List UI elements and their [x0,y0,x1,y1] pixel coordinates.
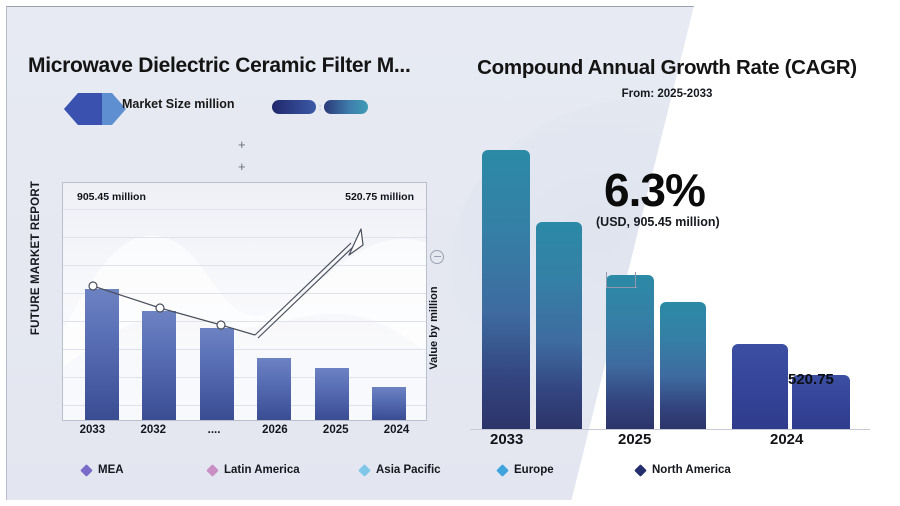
right-bar-2025-a [606,275,654,430]
legend-pill-primary [272,100,316,114]
bar-2026 [257,358,292,420]
cagr-value: 6.3% [604,164,706,216]
cagr-subtitle: From: 2025-2033 [621,88,713,100]
legend-label-latin-america: Latin America [224,464,300,476]
legend-marker-mea [80,463,93,477]
x-tick-2032: 2032 [140,424,167,436]
bar-mid [199,328,234,420]
annotation-low-value: 520.75 million [345,191,414,203]
right-bar-2025-b [660,302,706,430]
market-size-hexagon-icon [62,92,128,126]
bar-2032 [142,311,177,420]
legend-pill-secondary [324,100,369,114]
plus-icon-1: + [238,137,246,152]
legend-label-north-america: North America [652,464,731,476]
legend-marker-latin-america [206,463,219,477]
cagr-title: Compound Annual Growth Rate (CAGR) [477,56,857,79]
x-tick-2025: 2025 [322,424,349,436]
legend-label-asia-pacific: Asia Pacific [376,464,441,476]
right-x-tick-2024: 2024 [770,431,804,448]
legend-label-mea: MEA [98,464,124,476]
bar-2025 [314,368,349,420]
right-bar-chart [470,150,870,430]
legend-item-europe[interactable]: Europe [496,463,636,477]
legend-marker-europe [496,463,509,477]
market-size-legend-label: Market Size million [122,97,235,111]
plus-marks-group: + + [238,138,246,173]
left-chart-y-axis-label: FUTURE MARKET REPORT [30,180,42,336]
right-x-tick-2033: 2033 [490,431,524,448]
annotation-high-value: 905.45 million [77,191,146,203]
bracket-decoration [606,272,637,289]
right-x-tick-2025: 2025 [618,431,652,448]
left-chart-x-axis: 2033 2032 .... 2026 2025 2024 [62,424,427,436]
cagr-note: (USD, 905.45 million) [596,215,720,229]
legend-marker-asia-pacific [358,463,371,477]
trend-line-and-arrow [88,228,364,339]
region-legend: MEA Latin America Asia Pacific Europe No… [80,463,731,477]
x-tick-2033: 2033 [79,424,106,436]
legend-pill-separator: : [319,102,322,112]
x-tick-2026: 2026 [262,424,288,436]
legend-pill-group: : [272,100,369,114]
page-title: Microwave Dielectric Ceramic Filter M... [28,54,411,77]
right-chart-baseline [470,429,870,430]
legend-marker-north-america [634,463,647,477]
right-bar-2024-b [792,375,850,430]
bar-2033 [84,289,119,420]
right-chart-data-label: 520.75 [788,371,834,388]
x-tick-2024: 2024 [383,424,410,436]
right-bar-2033-a [482,150,530,430]
bar-2024 [372,387,407,420]
value-axis-label: Value by million [428,286,440,370]
right-bar-2033-b [536,222,582,430]
left-bar-chart: 905.45 million 520.75 million [62,182,427,421]
right-bar-2024-a [732,344,788,430]
legend-item-asia-pacific[interactable]: Asia Pacific [358,463,498,477]
legend-label-europe: Europe [514,464,554,476]
legend-item-mea[interactable]: MEA [80,463,208,477]
legend-item-latin-america[interactable]: Latin America [206,463,360,477]
legend-item-north-america[interactable]: North America [634,463,731,477]
x-tick-mid: .... [207,424,221,436]
minus-circle-icon[interactable] [430,250,444,264]
left-chart-bars [73,183,418,420]
plus-icon-2: + [238,159,246,174]
